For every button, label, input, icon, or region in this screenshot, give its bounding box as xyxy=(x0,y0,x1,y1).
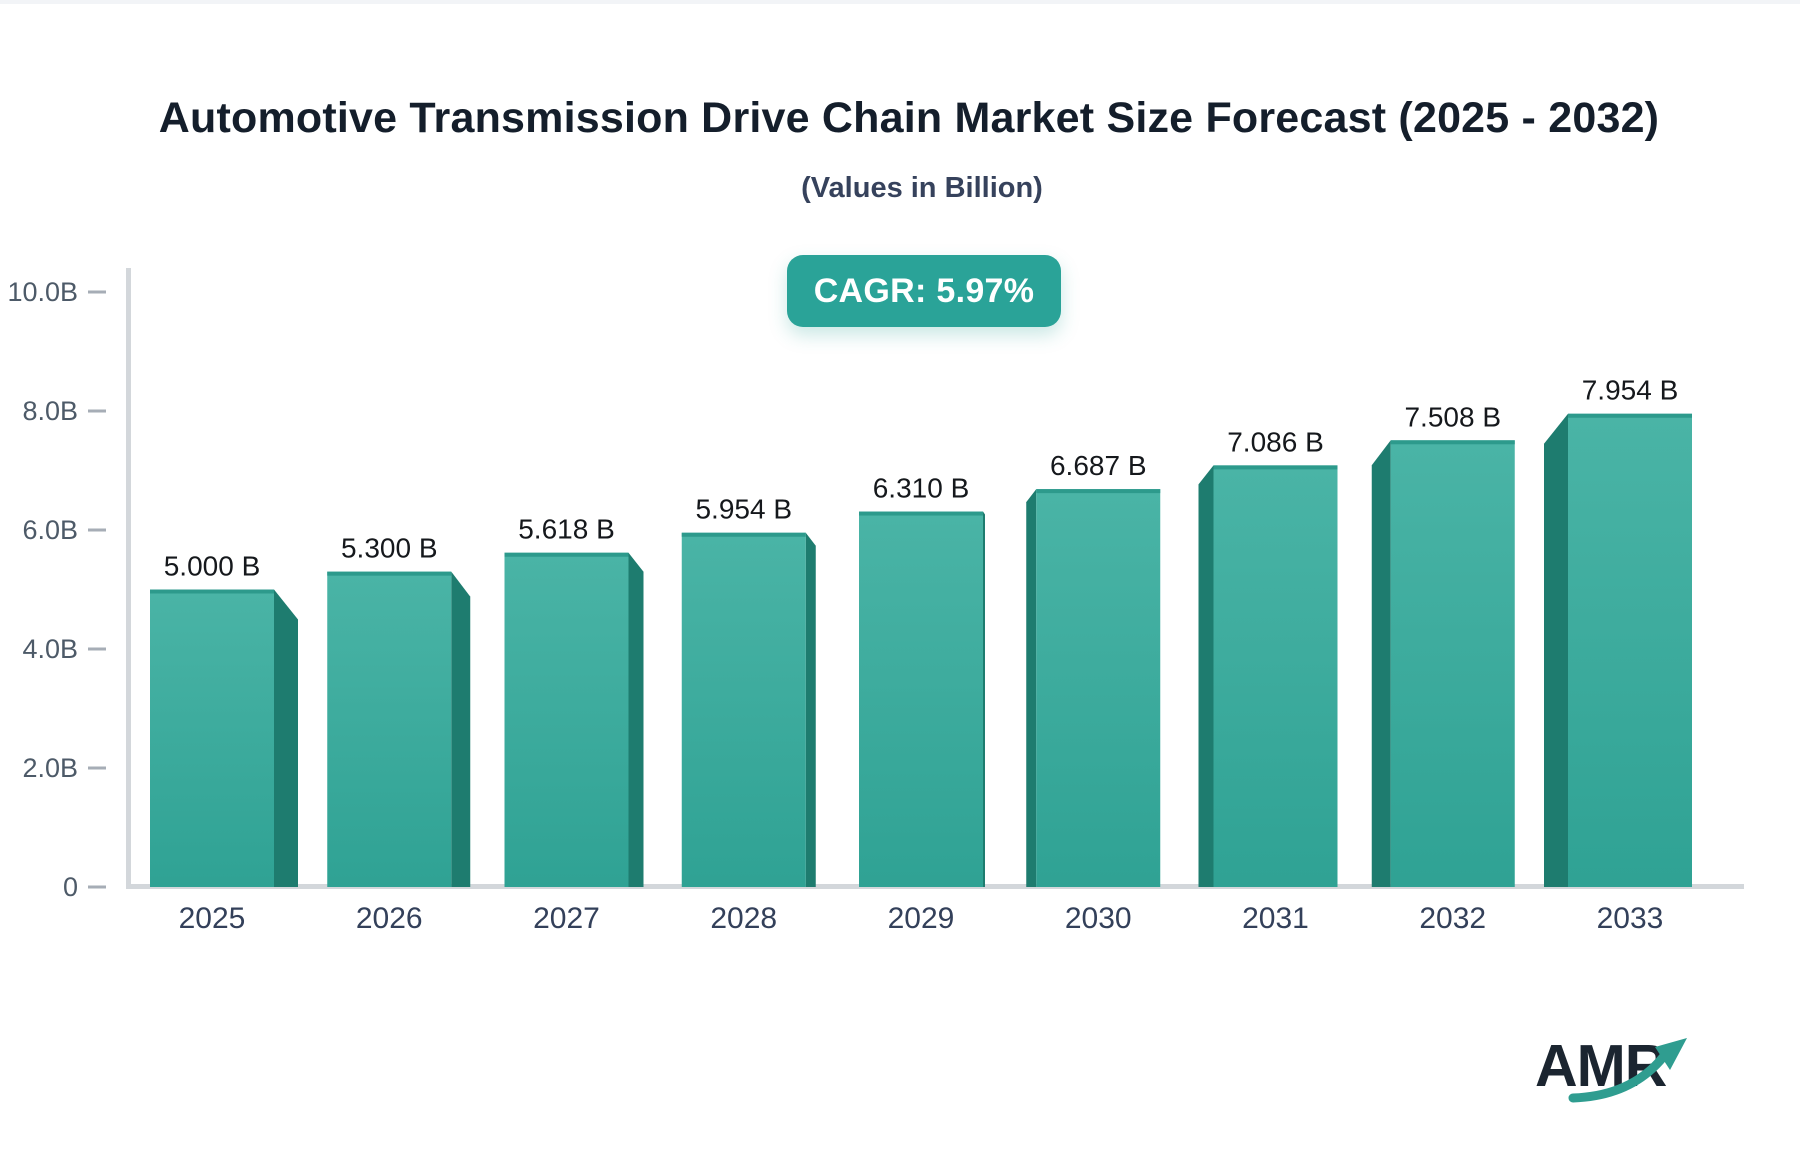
page-top-border xyxy=(0,0,1800,4)
bar-front-face xyxy=(1568,413,1692,887)
y-tick-mark xyxy=(88,528,106,532)
x-category-label: 2031 xyxy=(1242,902,1309,935)
amr-logo-text: AMR xyxy=(1535,1033,1667,1099)
cagr-badge-label: CAGR: 5.97% xyxy=(813,271,1035,310)
bar-side-face xyxy=(274,589,298,887)
amr-logo: AMR xyxy=(1535,1033,1687,1103)
y-tick-label: 4.0B xyxy=(22,634,78,664)
bar-value-label: 5.000 B xyxy=(164,551,261,582)
bar-value-label: 5.300 B xyxy=(341,533,438,564)
bar-top-edge xyxy=(327,571,452,576)
bar-2025: 5.000 B 2025 xyxy=(150,551,298,935)
bar-side-face xyxy=(628,552,644,887)
x-category-label: 2032 xyxy=(1419,902,1486,935)
bar-2033: 7.954 B 2033 xyxy=(1544,375,1692,935)
y-tick-label: 6.0B xyxy=(22,515,78,545)
x-category-label: 2026 xyxy=(356,902,423,935)
bar-front-face xyxy=(859,511,983,887)
bar-2030: 6.687 B 2030 xyxy=(1026,450,1161,935)
bar-front-face xyxy=(681,532,806,887)
y-tick-label: 8.0B xyxy=(22,396,78,426)
bar-value-label: 5.618 B xyxy=(518,514,615,545)
bar-value-label: 5.954 B xyxy=(695,494,792,525)
bar-2029: 6.310 B 2029 xyxy=(859,473,985,935)
x-category-label: 2033 xyxy=(1597,902,1664,935)
bar-2031: 7.086 B 2031 xyxy=(1198,426,1338,935)
y-tick-mark xyxy=(88,647,106,651)
bar-2032: 7.508 B 2032 xyxy=(1371,401,1515,935)
bar-2026: 5.300 B 2026 xyxy=(327,533,471,935)
y-axis-line xyxy=(126,268,131,889)
x-category-label: 2028 xyxy=(710,902,777,935)
bar-top-edge xyxy=(504,552,629,557)
x-category-label: 2027 xyxy=(533,902,600,935)
bar-front-face xyxy=(1213,465,1338,887)
bar-top-edge xyxy=(859,511,983,516)
chart-subtitle: (Values in Billion) xyxy=(801,172,1043,204)
bar-value-label: 7.086 B xyxy=(1227,426,1324,457)
bar-top-edge xyxy=(681,532,806,537)
bar-front-face xyxy=(150,589,274,887)
y-tick-label: 10.0B xyxy=(7,277,78,307)
logo-arrowhead-icon xyxy=(1655,1038,1687,1070)
y-tick-label: 2.0B xyxy=(22,753,78,783)
bar-front-face xyxy=(327,571,452,887)
y-tick-mark xyxy=(88,766,106,770)
cagr-badge: CAGR: 5.97% xyxy=(787,255,1061,327)
y-tick-mark xyxy=(88,409,106,413)
x-category-label: 2025 xyxy=(179,902,246,935)
y-tick-label: 0 xyxy=(63,872,78,902)
bar-top-edge xyxy=(1568,413,1692,418)
bar-side-face xyxy=(1026,489,1037,887)
chart-title: Automotive Transmission Drive Chain Mark… xyxy=(158,94,1660,142)
x-category-label: 2029 xyxy=(888,902,955,935)
bar-side-face xyxy=(805,532,816,887)
bar-2028: 5.954 B 2028 xyxy=(681,494,816,935)
x-category-label: 2030 xyxy=(1065,902,1132,935)
bar-value-label: 6.687 B xyxy=(1050,450,1147,481)
bar-top-edge xyxy=(1036,489,1161,494)
bar-top-edge xyxy=(1213,465,1338,470)
bar-value-label: 6.310 B xyxy=(873,473,970,504)
bar-side-face xyxy=(983,511,985,887)
bar-value-label: 7.954 B xyxy=(1582,375,1679,406)
bar-side-face xyxy=(1198,465,1214,887)
bar-top-edge xyxy=(1390,440,1515,445)
bar-front-face xyxy=(1390,440,1515,887)
bar-front-face xyxy=(1036,489,1161,887)
bar-value-label: 7.508 B xyxy=(1404,401,1501,432)
bar-side-face xyxy=(451,571,471,887)
y-tick-mark xyxy=(88,885,106,889)
bar-side-face xyxy=(1371,440,1391,887)
y-tick-mark xyxy=(88,290,106,294)
bar-2027: 5.618 B 2027 xyxy=(504,514,644,935)
logo-arrow-icon xyxy=(1568,1051,1669,1103)
bar-front-face xyxy=(504,552,629,887)
bar-top-edge xyxy=(150,589,274,594)
bar-side-face xyxy=(1544,413,1568,887)
